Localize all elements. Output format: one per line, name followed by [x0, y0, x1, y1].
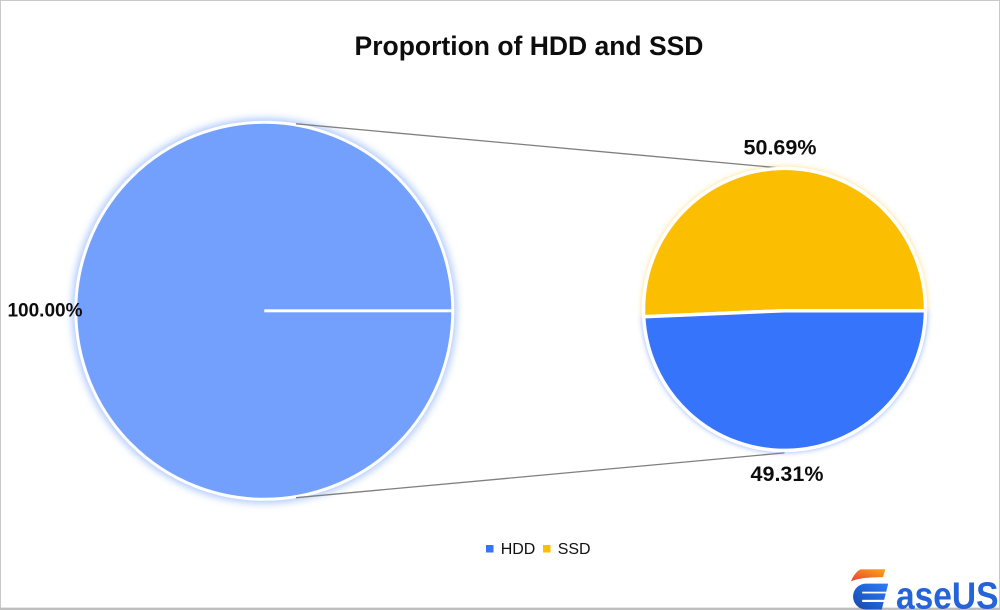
svg-text:SSD: SSD [558, 541, 591, 558]
svg-text:49.31%: 49.31% [751, 462, 824, 486]
svg-text:100.00%: 100.00% [7, 301, 82, 322]
svg-text:aseUS: aseUS [896, 576, 999, 610]
svg-text:50.69%: 50.69% [744, 136, 817, 160]
svg-text:Proportion of HDD and SSD: Proportion of HDD and SSD [355, 31, 704, 61]
svg-text:HDD: HDD [501, 541, 536, 558]
